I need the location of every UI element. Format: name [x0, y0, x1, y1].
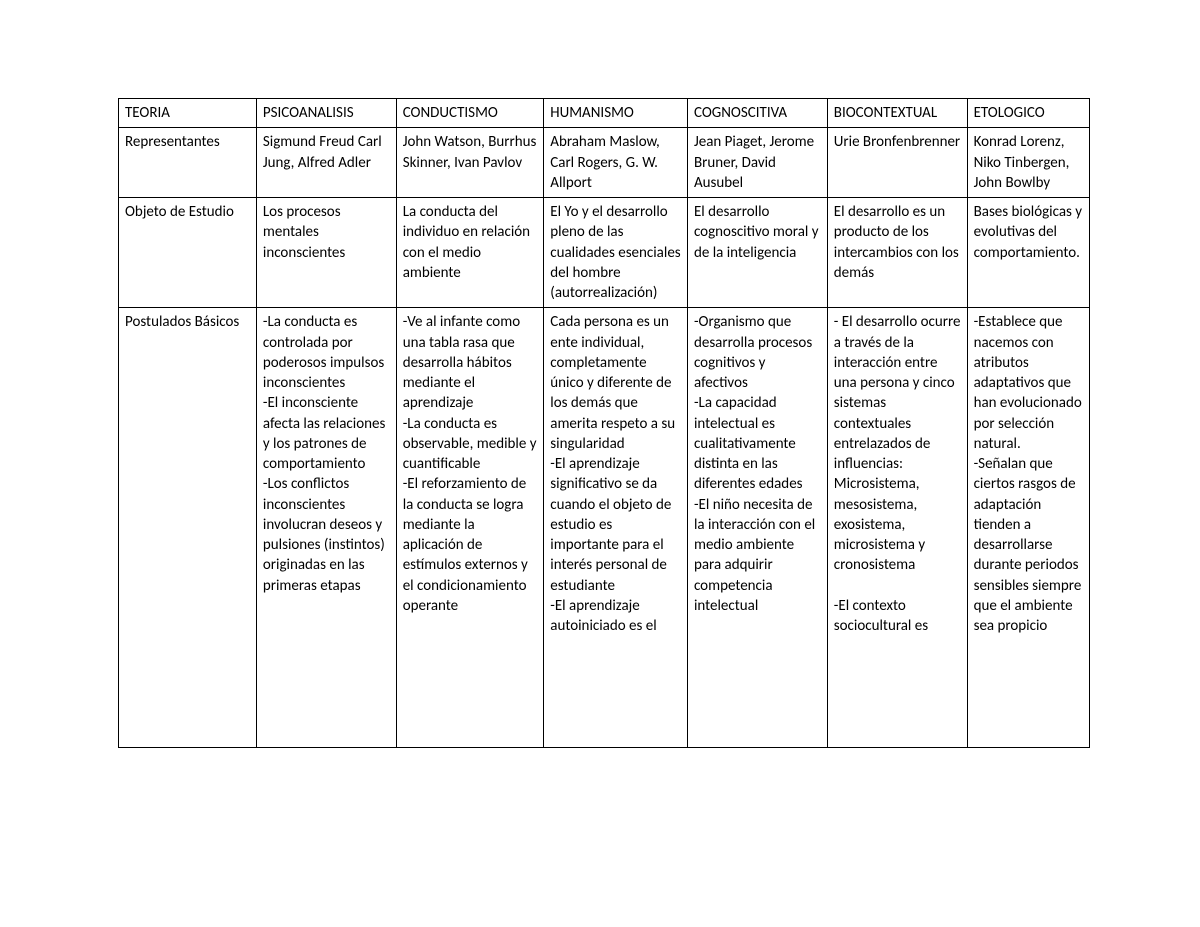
cell: -Organismo que desarrolla procesos cogni… [687, 308, 827, 748]
header-cell: TEORIA [119, 99, 257, 128]
row-representantes: Representantes Sigmund Freud Carl Jung, … [119, 128, 1090, 198]
header-cell: PSICOANALISIS [256, 99, 396, 128]
row-objeto-estudio: Objeto de Estudio Los procesos mentales … [119, 198, 1090, 308]
theories-table: TEORIA PSICOANALISIS CONDUCTISMO HUMANIS… [118, 98, 1090, 748]
cell: El desarrollo cognoscitivo moral y de la… [687, 198, 827, 308]
row-postulados-basicos: Postulados Básicos -La conducta es contr… [119, 308, 1090, 748]
cell: Abraham Maslow, Carl Rogers, G. W. Allpo… [544, 128, 688, 198]
row-label: Objeto de Estudio [119, 198, 257, 308]
cell: Jean Piaget, Jerome Bruner, David Ausube… [687, 128, 827, 198]
cell: Urie Bronfenbrenner [827, 128, 967, 198]
cell: Los procesos mentales inconscientes [256, 198, 396, 308]
header-cell: CONDUCTISMO [396, 99, 544, 128]
cell: -Ve al infante como una tabla rasa que d… [396, 308, 544, 748]
cell: -La conducta es controlada por poderosos… [256, 308, 396, 748]
row-label: Postulados Básicos [119, 308, 257, 748]
header-cell: HUMANISMO [544, 99, 688, 128]
header-cell: ETOLOGICO [967, 99, 1089, 128]
header-cell: COGNOSCITIVA [687, 99, 827, 128]
cell: - El desarrollo ocurre a través de la in… [827, 308, 967, 748]
cell: -Establece que nacemos con atributos ada… [967, 308, 1089, 748]
row-label: Representantes [119, 128, 257, 198]
header-row: TEORIA PSICOANALISIS CONDUCTISMO HUMANIS… [119, 99, 1090, 128]
header-cell: BIOCONTEXTUAL [827, 99, 967, 128]
cell: El desarrollo es un producto de los inte… [827, 198, 967, 308]
cell: La conducta del individuo en relación co… [396, 198, 544, 308]
cell: Konrad Lorenz, Niko Tinbergen, John Bowl… [967, 128, 1089, 198]
cell: Sigmund Freud Carl Jung, Alfred Adler [256, 128, 396, 198]
cell: John Watson, Burrhus Skinner, Ivan Pavlo… [396, 128, 544, 198]
cell: Bases biológicas y evolutivas del compor… [967, 198, 1089, 308]
cell: El Yo y el desarrollo pleno de las cuali… [544, 198, 688, 308]
cell: Cada persona es un ente individual, comp… [544, 308, 688, 748]
